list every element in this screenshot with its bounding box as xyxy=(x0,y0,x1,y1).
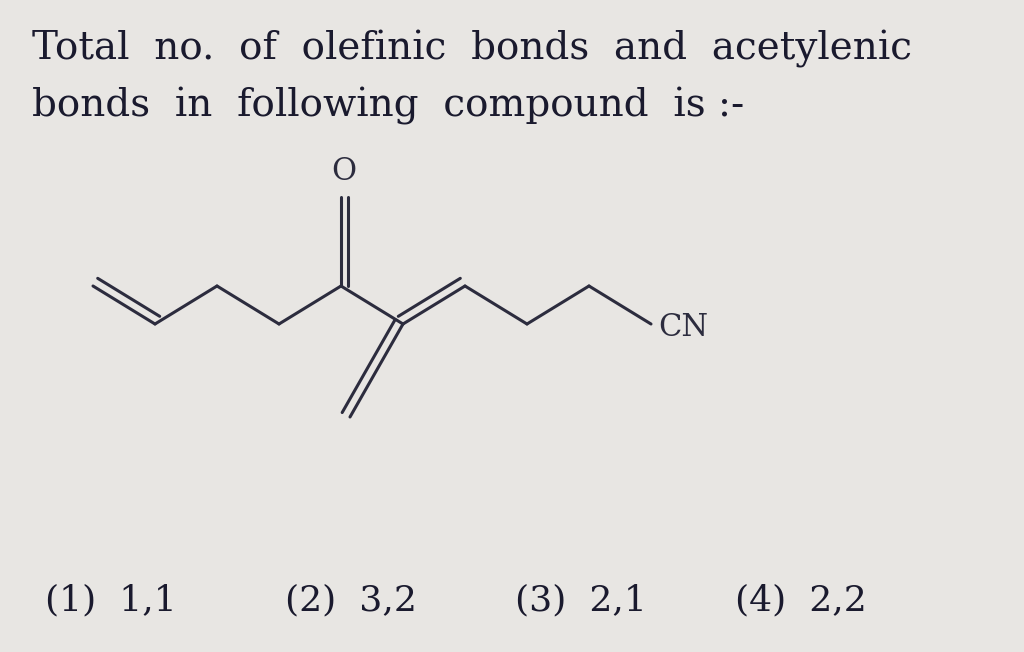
Text: (4)  2,2: (4) 2,2 xyxy=(735,583,866,617)
Text: CN: CN xyxy=(658,312,709,342)
Text: bonds  in  following  compound  is :-: bonds in following compound is :- xyxy=(32,87,744,125)
Text: O: O xyxy=(332,156,356,187)
Text: (2)  3,2: (2) 3,2 xyxy=(285,583,417,617)
Text: (3)  2,1: (3) 2,1 xyxy=(515,583,647,617)
Text: Total  no.  of  olefinic  bonds  and  acetylenic: Total no. of olefinic bonds and acetylen… xyxy=(32,30,912,68)
Text: (1)  1,1: (1) 1,1 xyxy=(45,583,177,617)
